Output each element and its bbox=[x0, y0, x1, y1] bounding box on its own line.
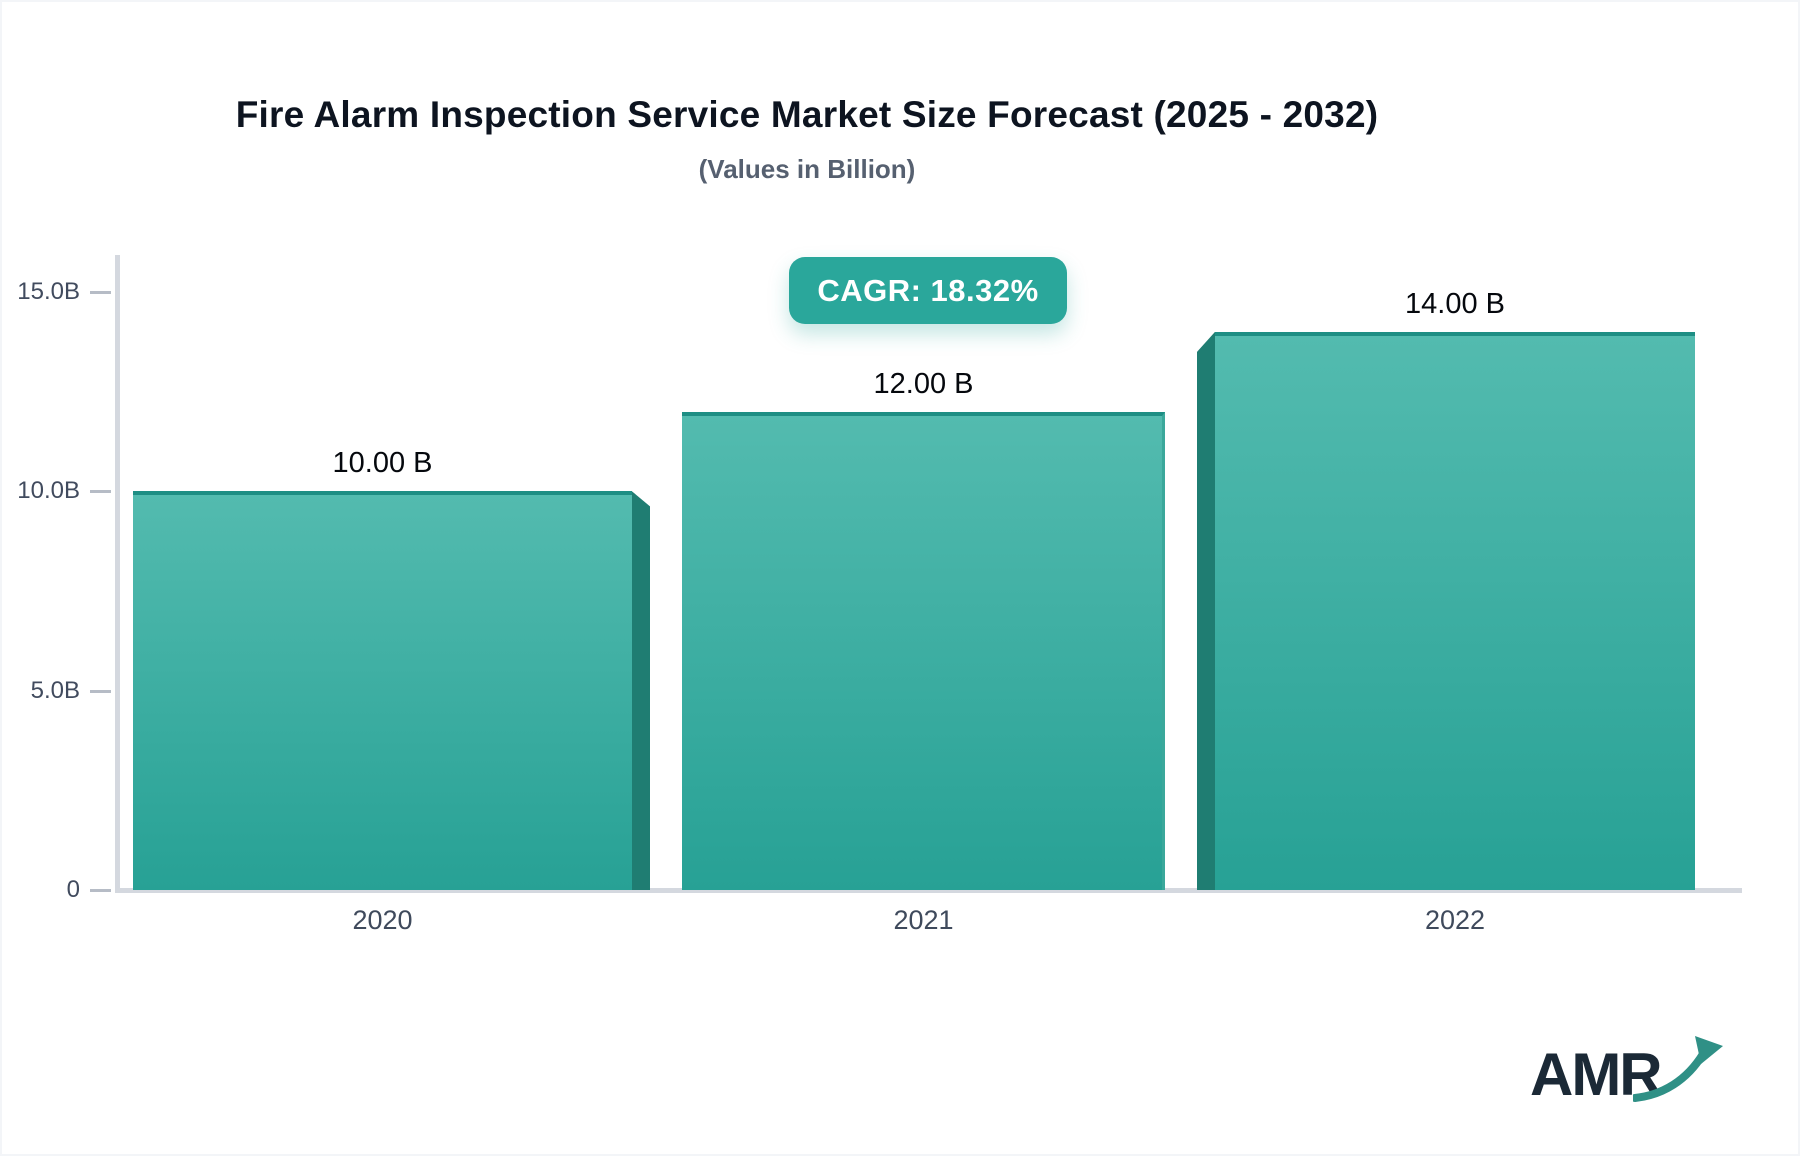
y-tick-label: 5.0B bbox=[30, 676, 80, 704]
x-tick-label: 2021 bbox=[893, 905, 954, 935]
y-tick-label: 0 bbox=[66, 876, 80, 903]
trend-arrow-icon bbox=[1633, 1036, 1723, 1102]
y-tick-label: 10.0B bbox=[17, 477, 80, 505]
bar-2020-shade bbox=[632, 491, 650, 890]
y-tick-mark bbox=[90, 291, 111, 294]
bar-value-label: 10.00 B bbox=[332, 447, 433, 480]
y-tick-mark bbox=[90, 889, 111, 892]
cagr-badge: CAGR: 18.32% bbox=[789, 257, 1067, 324]
bar-2020[interactable] bbox=[133, 491, 632, 890]
x-tick-label: 2020 bbox=[352, 905, 413, 935]
y-tick-mark bbox=[90, 490, 111, 494]
bar-2022-shade bbox=[1197, 331, 1215, 890]
y-axis-line bbox=[115, 255, 120, 893]
page-title: Fire Alarm Inspection Service Market Siz… bbox=[235, 94, 1379, 135]
y-tick-mark bbox=[90, 689, 111, 693]
bar-value-label: 14.00 B bbox=[1405, 287, 1505, 320]
bar-value-label: 12.00 B bbox=[873, 367, 974, 400]
x-tick-label: 2022 bbox=[1424, 905, 1486, 935]
chart-header: Fire Alarm Inspection Service Market Siz… bbox=[2, 94, 1612, 185]
cagr-badge-label: CAGR: 18.32% bbox=[817, 272, 1039, 308]
x-axis-line bbox=[115, 888, 1742, 893]
y-tick-label: 15.0B bbox=[17, 278, 80, 305]
amr-logo: AMR bbox=[1530, 1032, 1730, 1118]
bar-2022[interactable] bbox=[1215, 331, 1695, 890]
bar-2021[interactable] bbox=[682, 411, 1165, 890]
page-subtitle: (Values in Billion) bbox=[698, 154, 916, 184]
